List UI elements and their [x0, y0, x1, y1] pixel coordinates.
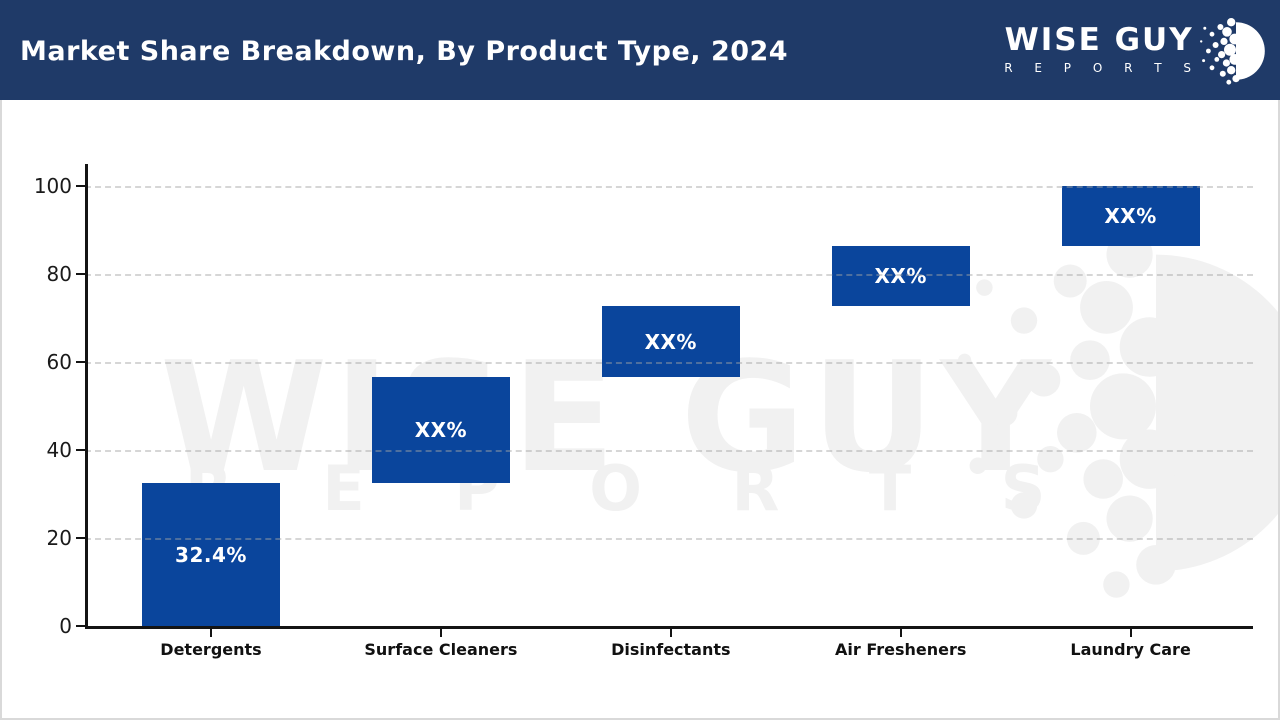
watermark-text-line2: R E P O R T S	[185, 452, 1079, 525]
page-title: Market Share Breakdown, By Product Type,…	[20, 36, 789, 67]
gridline	[85, 450, 1253, 452]
x-tick-mark	[899, 629, 902, 637]
x-tick-label: Laundry Care	[1070, 640, 1191, 659]
y-tick-mark	[76, 625, 85, 627]
y-tick-label: 100	[33, 174, 72, 198]
brand-name: WISE GUY	[1004, 22, 1194, 58]
gridline	[85, 538, 1253, 540]
x-tick-label: Detergents	[160, 640, 262, 659]
bar-value-label: XX%	[414, 418, 468, 443]
brand-subname: R E P O R T S	[1004, 61, 1200, 75]
x-tick-mark	[210, 629, 212, 637]
y-tick-mark	[76, 361, 85, 363]
bar: XX%	[1061, 186, 1200, 246]
x-tick-label: Disinfectants	[611, 640, 731, 659]
x-tick-mark	[669, 629, 672, 637]
gridline	[85, 274, 1253, 276]
y-tick-mark	[76, 273, 85, 275]
y-tick-label: 20	[46, 526, 72, 550]
y-axis	[85, 164, 88, 629]
y-tick-mark	[76, 449, 85, 451]
brand-head-icon	[1194, 12, 1266, 90]
y-tick-mark	[76, 537, 85, 539]
bar-value-label: 32.4%	[175, 542, 247, 567]
y-tick-label: 40	[46, 438, 72, 462]
x-tick-label: Surface Cleaners	[364, 640, 518, 659]
y-tick-label: 0	[59, 614, 72, 638]
gridline	[85, 362, 1253, 364]
bar: 32.4%	[142, 483, 280, 626]
x-tick-label: Air Fresheners	[834, 640, 967, 659]
y-tick-label: 80	[46, 262, 72, 286]
bar: XX%	[831, 245, 970, 306]
header-bar: Market Share Breakdown, By Product Type,…	[0, 0, 1280, 100]
bar: XX%	[601, 305, 740, 378]
gridline	[85, 186, 1253, 188]
bar-value-label: XX%	[644, 329, 697, 354]
y-tick-label: 60	[46, 350, 72, 374]
brand-logo-text: WISE GUY R E P O R T S	[998, 22, 1200, 75]
bar-value-label: XX%	[874, 263, 927, 288]
x-tick-mark	[1129, 629, 1132, 637]
x-tick-mark	[439, 629, 442, 637]
chart-area: WISE GUY R E P O R T S 32.4% Detergents XX…	[0, 100, 1280, 720]
bar-value-label: XX%	[1104, 203, 1157, 228]
brand-logo: WISE GUY R E P O R T S	[1004, 8, 1262, 92]
y-tick-mark	[76, 185, 85, 187]
bar: XX%	[371, 377, 510, 484]
x-axis	[85, 626, 1253, 629]
